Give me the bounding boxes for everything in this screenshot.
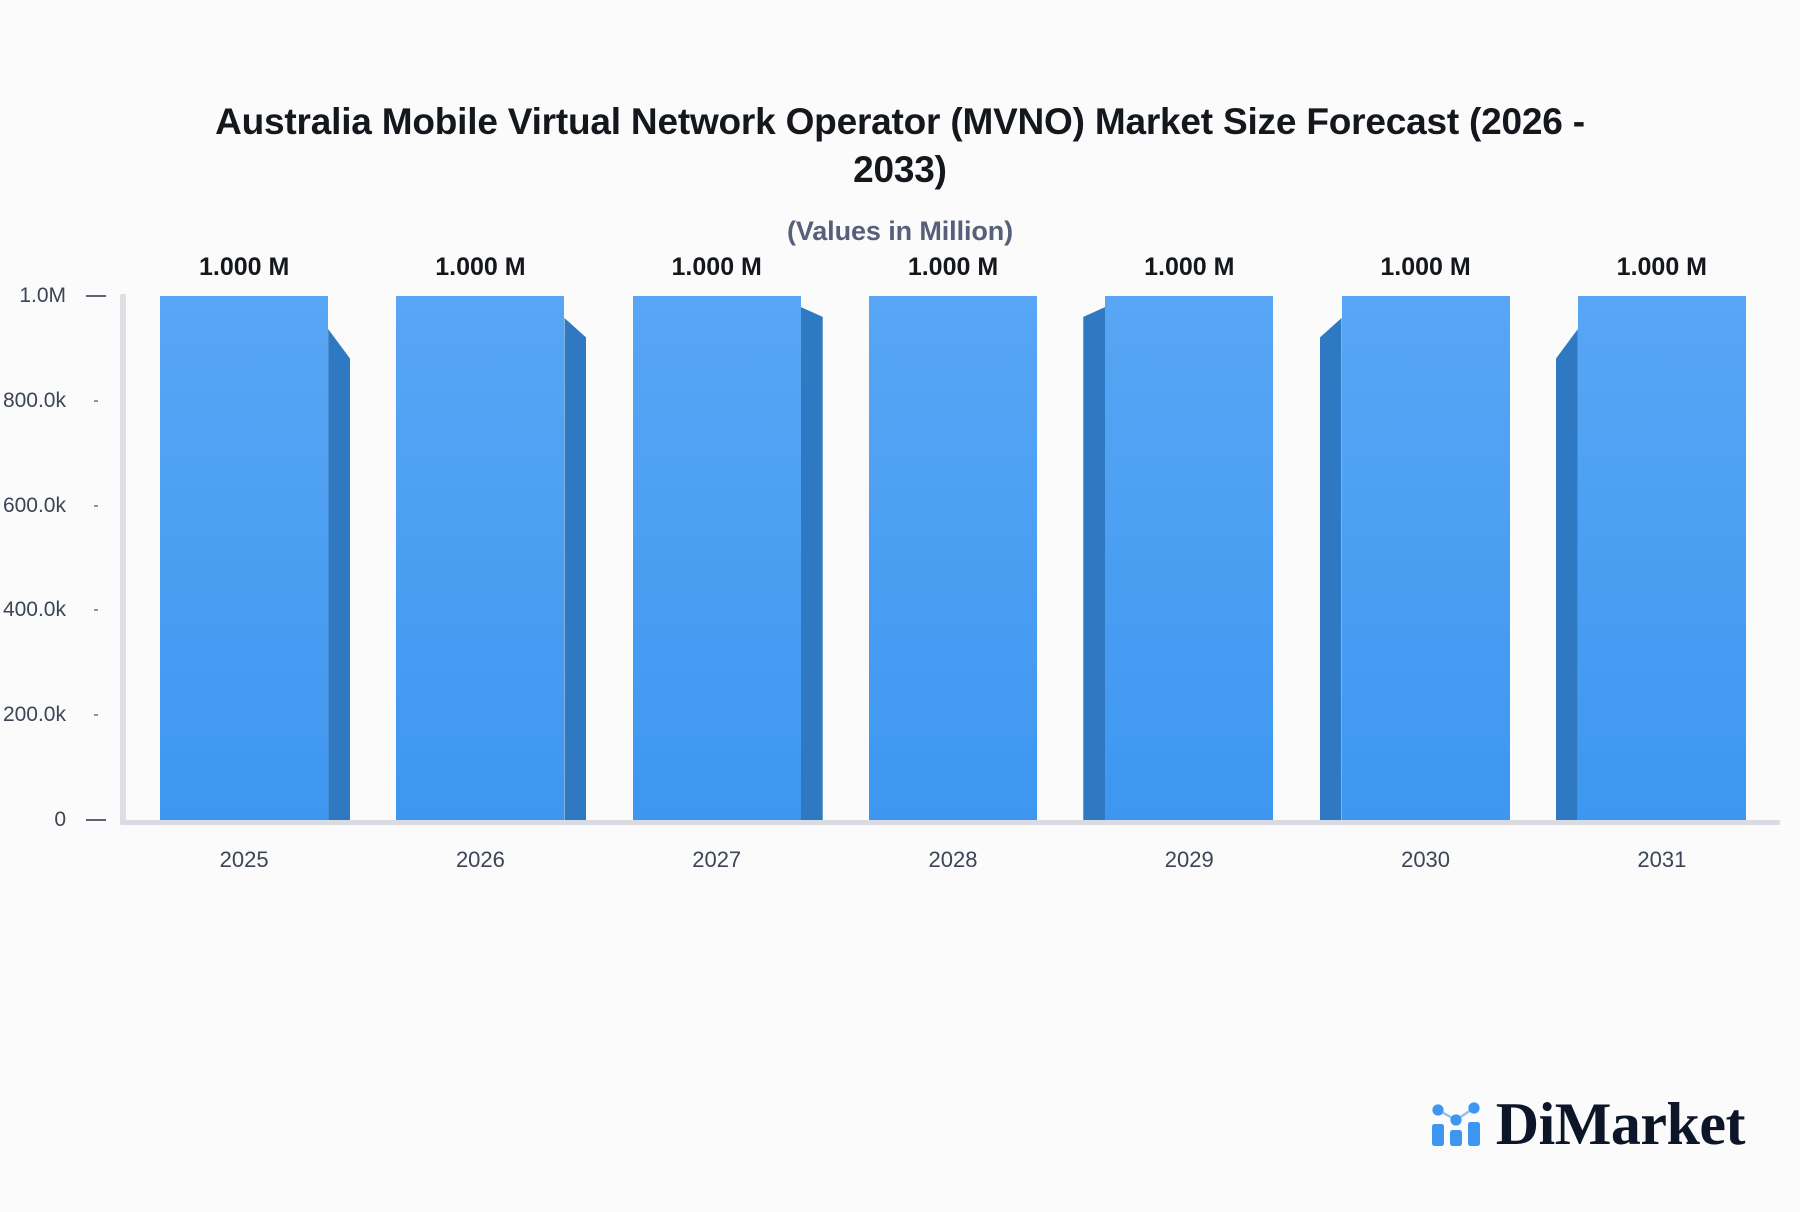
bar-column[interactable]: 1.000 M: [356, 236, 604, 820]
bar-value-label: 1.000 M: [198, 253, 290, 281]
chart-header: Australia Mobile Virtual Network Operato…: [0, 98, 1800, 247]
bar-column[interactable]: 1.000 M: [120, 236, 368, 820]
y-axis-tick-label: 800.0k: [2, 388, 66, 412]
bar-3d-side: [564, 318, 587, 820]
bar-3d-side: [1555, 329, 1578, 820]
y-axis-tick-mark: [94, 714, 98, 717]
y-axis-tick-label: 0: [54, 808, 66, 831]
y-axis-tick-label: 1.0M: [19, 284, 66, 307]
bar-value-label: 1.000 M: [1144, 253, 1235, 281]
x-axis-baseline: [120, 820, 1780, 825]
bar-3d-side: [328, 329, 351, 820]
bar-column[interactable]: 1.000 M: [1302, 236, 1550, 820]
bar-face[interactable]: [1577, 296, 1746, 820]
y-axis-tick-mark: [86, 819, 106, 821]
x-axis-tick-label: 2031: [1637, 847, 1687, 872]
bar-face[interactable]: [632, 296, 801, 820]
y-axis-tick-label: 200.0k: [2, 703, 66, 727]
bar-3d-side: [1083, 307, 1106, 820]
bar-value-label: 1.000 M: [671, 253, 762, 281]
bar-3d-side: [1319, 318, 1342, 820]
y-axis-tick-mark: [94, 609, 98, 612]
x-axis-tick-label: 2029: [1164, 847, 1214, 872]
bar-column[interactable]: 1.000 M: [1538, 236, 1786, 820]
dimarket-logo: DiMarket: [1430, 1091, 1746, 1157]
x-axis-tick-label: 2026: [455, 847, 505, 872]
bar-face[interactable]: [160, 296, 329, 820]
bar-face[interactable]: [1341, 296, 1510, 820]
y-axis-tick-label: 400.0k: [2, 598, 66, 622]
bar-chart-with-trendline-icon: [1431, 1102, 1480, 1146]
x-axis-tick-label: 2025: [219, 847, 269, 872]
logo-wordmark: DiMarket: [1495, 1091, 1746, 1157]
bar-column[interactable]: 1.000 M: [1065, 236, 1313, 820]
x-axis-tick-label: 2028: [928, 847, 978, 872]
y-axis-spine: [120, 294, 126, 822]
bar-face[interactable]: [1105, 296, 1274, 820]
y-axis-tick-label: 600.0k: [2, 493, 66, 517]
x-axis-tick-label: 2030: [1401, 847, 1451, 872]
bar-value-label: 1.000 M: [1380, 253, 1471, 281]
page-title: Australia Mobile Virtual Network Operato…: [215, 101, 1585, 191]
bar-value-label: 1.000 M: [435, 253, 526, 281]
x-axis-tick-label: 2027: [692, 847, 742, 872]
bar-value-label: 1.000 M: [1616, 253, 1708, 281]
bar-value-label: 1.000 M: [907, 253, 999, 281]
chart-subtitle: (Values in Million): [786, 216, 1014, 247]
y-axis-tick-mark: [94, 399, 98, 402]
bar-face[interactable]: [869, 296, 1037, 820]
bar-column[interactable]: 1.000 M: [593, 236, 841, 820]
y-axis: 1.0M 800.0k 600.0k 400.0k 200.0k 0: [0, 0, 106, 1212]
bar-3d-side: [800, 307, 823, 820]
y-axis-tick-mark: [94, 504, 98, 507]
bar-column[interactable]: 1.000 M: [829, 236, 1077, 820]
y-axis-tick-mark: [86, 295, 106, 297]
bar-face[interactable]: [396, 296, 565, 820]
